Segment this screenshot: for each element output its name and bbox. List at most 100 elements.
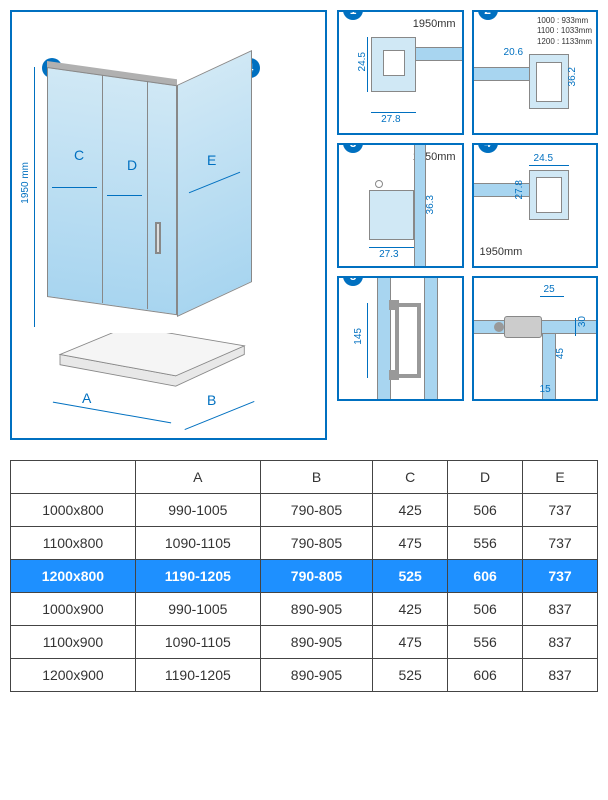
table-cell: 837 [523,593,598,626]
dim-line-b [185,401,255,430]
main-height-label: 1950 mm [20,162,31,204]
detail-6-connector [504,316,542,338]
detail-5-mount-bot [389,370,399,380]
detail-1-roller [383,50,405,76]
table-cell: 525 [373,560,448,593]
detail-3-dimv: 36.3 [425,195,436,214]
table-cell: 890-905 [260,659,372,692]
col-d: D [448,461,523,494]
table-cell: 1200x900 [11,659,136,692]
table-cell: 837 [523,626,598,659]
table-cell: 425 [373,593,448,626]
table-cell: 790-805 [260,527,372,560]
d6-line-right [575,318,576,336]
detail-4-inner [536,177,562,213]
detail-5-mount-top [389,300,399,310]
detail-3-dimh: 27.3 [379,249,398,260]
table-cell: 990-1005 [135,494,260,527]
detail-grid: 1 1950mm 24.5 27.8 2 1000 : 933mm 1100 :… [337,10,598,440]
legend-0-k: 1000 : [537,16,559,25]
label-d: D [127,157,137,173]
side-panel [177,50,252,317]
legend-1-k: 1100 : [537,26,559,35]
legend-0-v: 933mm [561,16,588,25]
col-b: B [260,461,372,494]
table-cell: 837 [523,659,598,692]
detail-5-badge: 5 [343,276,363,286]
detail-1-rail [416,47,463,61]
detail-6-dim-botv: 45 [555,348,566,359]
dim-arrow-d [107,195,142,196]
col-c: C [373,461,448,494]
detail-1-dimh: 27.8 [381,114,400,125]
table-body: 1000x800990-1005790-8054255067371100x800… [11,494,598,692]
table-row: 1000x900990-1005890-905425506837 [11,593,598,626]
detail-2-dimh: 20.6 [504,47,523,58]
detail-2-rail [474,67,529,81]
table-cell: 1190-1205 [135,659,260,692]
table-cell: 890-905 [260,626,372,659]
table-cell: 475 [373,527,448,560]
table-row: 1000x800990-1005790-805425506737 [11,494,598,527]
table-row: 1200x9001190-1205890-905525606837 [11,659,598,692]
table-cell: 506 [448,494,523,527]
detail-3-badge: 3 [343,143,363,153]
col-a: A [135,461,260,494]
detail-5-handle-outer [395,303,421,378]
table-cell: 475 [373,626,448,659]
detail-2: 2 1000 : 933mm 1100 : 1033mm 1200 : 1133… [472,10,598,135]
detail-4: 4 24.5 27.8 1950mm [472,143,598,268]
table-cell: 737 [523,560,598,593]
table-cell: 790-805 [260,494,372,527]
label-b: B [207,392,216,408]
detail-2-dimv: 36.2 [567,67,578,86]
table-row: 1200x8001190-1205790-805525606737 [11,560,598,593]
detail-3-profile [369,190,414,240]
table-cell: 606 [448,659,523,692]
col-size [11,461,136,494]
detail-5-dimline [367,303,368,378]
detail-6-knob [494,322,504,332]
dim-line-a [53,402,171,424]
label-a: A [82,390,91,406]
detail-4-dimv: 27.8 [514,180,525,199]
detail-1: 1 1950mm 24.5 27.8 [337,10,463,135]
detail-5: 5 145 [337,276,463,401]
table-cell: 1200x800 [11,560,136,593]
base-tray [30,333,270,393]
detail-6-dim-top: 25 [544,284,555,295]
detail-5-glass-l [377,278,391,401]
d6-line-top [540,296,564,297]
col-e: E [523,461,598,494]
detail-2-badge: 2 [478,10,498,20]
detail-6-dim-right: 30 [577,316,588,327]
table-row: 1100x8001090-1105790-805475556737 [11,527,598,560]
height-dim-line [34,67,35,327]
table-cell: 1100x900 [11,626,136,659]
detail-1-dimline-h [371,112,416,113]
detail-1-height: 1950mm [413,18,456,30]
table-header-row: A B C D E [11,461,598,494]
top-section: 1 2 3 4 5 1950 mm C D E A B [10,10,598,440]
table-cell: 737 [523,494,598,527]
detail-2-legend: 1000 : 933mm 1100 : 1033mm 1200 : 1133mm [537,16,592,47]
detail-3-roller [375,180,383,188]
table-cell: 556 [448,527,523,560]
table-cell: 1000x800 [11,494,136,527]
detail-6-dim-both: 15 [540,384,551,395]
table-cell: 790-805 [260,560,372,593]
detail-4-dimh: 24.5 [534,153,553,164]
detail-2-inner [536,62,562,102]
detail-3: 3 1950mm 36.3 27.3 [337,143,463,268]
front-panels [47,67,177,315]
table-cell: 425 [373,494,448,527]
legend-1-v: 1033mm [561,26,592,35]
main-diagram: 1 2 3 4 5 1950 mm C D E A B [10,10,327,440]
table-cell: 990-1005 [135,593,260,626]
detail-5-glass-r [424,278,438,401]
table-cell: 1090-1105 [135,527,260,560]
detail-5-dimv: 145 [353,328,364,345]
detail-4-dimline-h [529,165,569,166]
label-e: E [207,152,216,168]
table-cell: 890-905 [260,593,372,626]
